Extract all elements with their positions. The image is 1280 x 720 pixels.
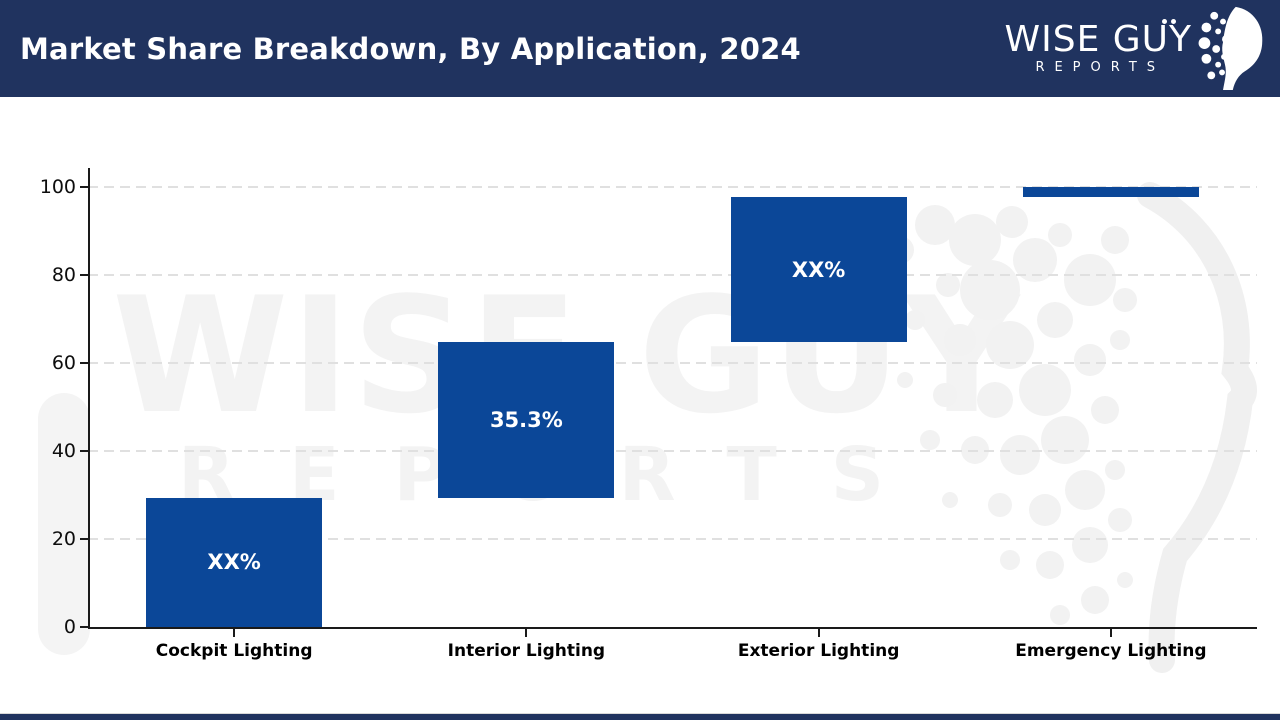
brand-y-dots-icon [1162, 19, 1176, 25]
y-tick-mark [80, 626, 88, 628]
bar [438, 342, 615, 498]
y-tick-label: 80 [51, 264, 76, 286]
bar [1022, 187, 1199, 198]
bar-label: XX% [791, 257, 846, 282]
bar [146, 497, 323, 627]
brand-face-icon [1198, 6, 1263, 91]
header: Market Share Breakdown, By Application, … [0, 0, 1280, 97]
gridline [88, 186, 1257, 188]
brand-logo: WISE GUY REPORTS [1005, 4, 1271, 92]
bar-label: 35.3% [489, 407, 563, 432]
footer-hairline [0, 713, 1280, 714]
y-axis [88, 168, 90, 629]
brand-name: WISE GUY [1004, 19, 1192, 61]
page-title: Market Share Breakdown, By Application, … [20, 31, 801, 66]
y-tick-mark [80, 538, 88, 540]
x-tick-label: Exterior Lighting [737, 641, 900, 661]
x-tick-mark [1109, 629, 1112, 637]
x-tick-mark [817, 629, 820, 637]
y-tick-label: 40 [51, 440, 76, 462]
x-axis [88, 627, 1257, 629]
y-tick-mark [80, 450, 88, 452]
gridline [88, 274, 1257, 276]
y-tick-mark [80, 362, 88, 364]
brand-subname: REPORTS [1035, 59, 1166, 75]
y-tick-label: 20 [51, 528, 76, 550]
y-tick-mark [80, 274, 88, 276]
gridline [88, 362, 1257, 364]
gridline [88, 450, 1257, 452]
x-tick-label: Cockpit Lighting [155, 641, 313, 661]
y-tick-mark [80, 186, 88, 188]
y-tick-label: 0 [63, 616, 76, 638]
x-tick-label: Interior Lighting [447, 641, 606, 661]
footer-strip [0, 714, 1280, 720]
gridline [88, 538, 1257, 540]
x-tick-mark [233, 629, 236, 637]
bar-label: XX% [207, 550, 261, 575]
y-tick-label: 100 [39, 176, 76, 198]
bar [730, 197, 907, 343]
x-tick-mark [525, 629, 528, 637]
y-tick-label: 60 [51, 352, 76, 374]
x-tick-label: Emergency Lighting [1015, 641, 1207, 661]
brand-wordmark: WISE GUY REPORTS [1004, 19, 1193, 75]
